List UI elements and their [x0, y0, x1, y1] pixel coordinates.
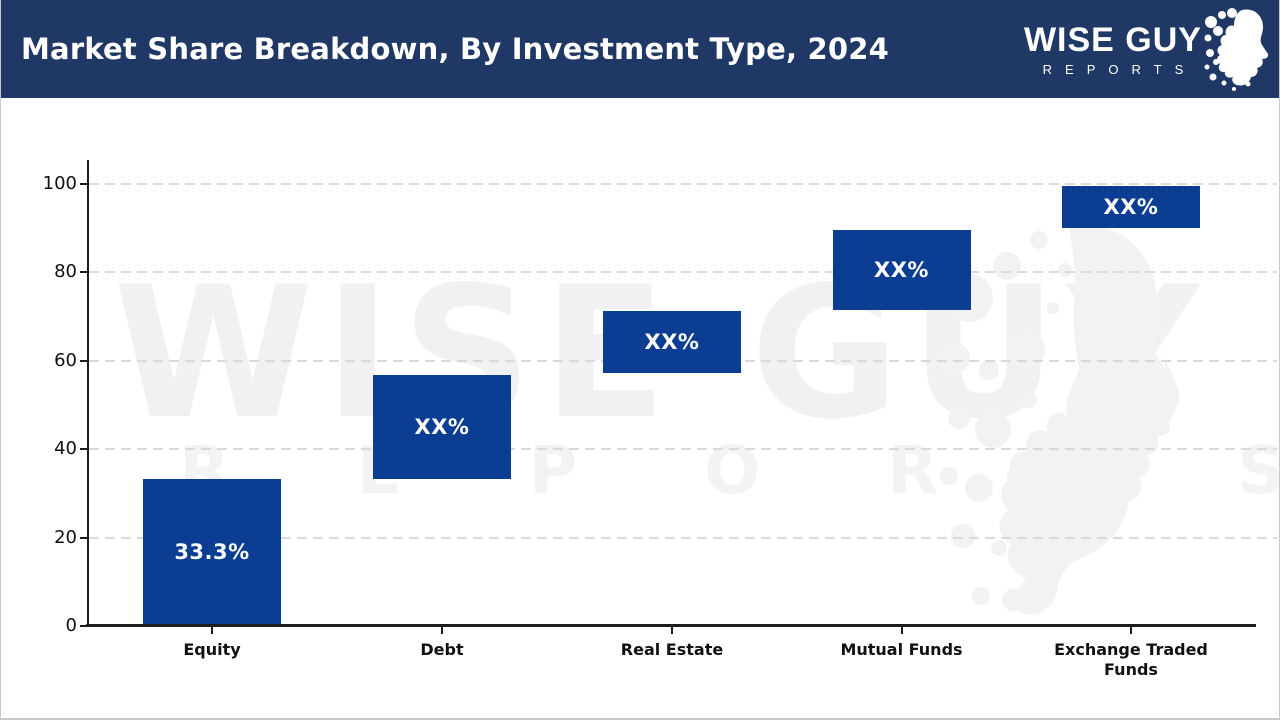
y-tick-mark-20	[80, 536, 87, 539]
y-axis-line	[87, 160, 89, 627]
bar-mutual-funds: XX%	[832, 229, 971, 311]
bar-value-label: XX%	[414, 414, 470, 439]
wise-guy-logo: WISE GUY REPORTS	[1024, 7, 1279, 91]
x-tick-label: Equity	[183, 640, 241, 659]
x-tick-mark	[900, 627, 903, 634]
y-tick-label-100: 100	[42, 173, 77, 194]
logo-head-icon	[1204, 8, 1269, 91]
y-tick-label-20: 20	[54, 526, 77, 548]
y-tick-label-0: 0	[65, 615, 77, 636]
x-tick-mark	[1130, 627, 1132, 634]
x-tick-mark	[211, 627, 213, 634]
x-tick-mark	[671, 627, 673, 634]
x-tick-label: Debt	[420, 640, 464, 659]
logo-subtext: REPORTS	[1042, 62, 1197, 77]
x-axis-line	[86, 624, 1256, 627]
x-tick-mark	[441, 627, 443, 634]
bar-real-estate: XX%	[603, 311, 741, 374]
bar-debt: XX%	[373, 374, 511, 479]
bar-value-label: XX%	[644, 330, 700, 355]
bar-value-label: XX%	[874, 258, 929, 283]
y-tick-mark-0	[80, 625, 87, 627]
y-tick-mark-60	[80, 359, 87, 362]
y-tick-mark-40	[80, 448, 87, 451]
bar-value-label: XX%	[1103, 195, 1159, 220]
y-tick-label-60: 60	[54, 349, 77, 371]
y-tick-mark-100	[80, 183, 87, 185]
bar-value-label: 33.3%	[174, 540, 250, 565]
y-tick-mark-80	[80, 271, 87, 274]
x-tick-label: Real Estate	[620, 640, 724, 659]
y-tick-label-80: 80	[54, 261, 77, 283]
x-tick-label: Exchange Traded Funds	[1054, 640, 1208, 679]
page-title: Market Share Breakdown, By Investment Ty…	[21, 32, 890, 66]
bar-equity: 33.3%	[143, 478, 281, 626]
bar-exchange-traded-funds: XX%	[1062, 186, 1200, 229]
logo-wordmark: WISE GUY	[1023, 21, 1202, 59]
logo-text: WISE GUY REPORTS	[1024, 21, 1202, 77]
gridline-100	[89, 183, 1277, 185]
gridline-40	[89, 448, 1277, 451]
gridline-20	[89, 536, 1277, 539]
x-tick-label: Mutual Funds	[840, 640, 963, 659]
gridline-80	[89, 271, 1277, 274]
y-tick-label-40: 40	[54, 438, 77, 460]
header-banner: Market Share Breakdown, By Investment Ty…	[1, 0, 1279, 98]
